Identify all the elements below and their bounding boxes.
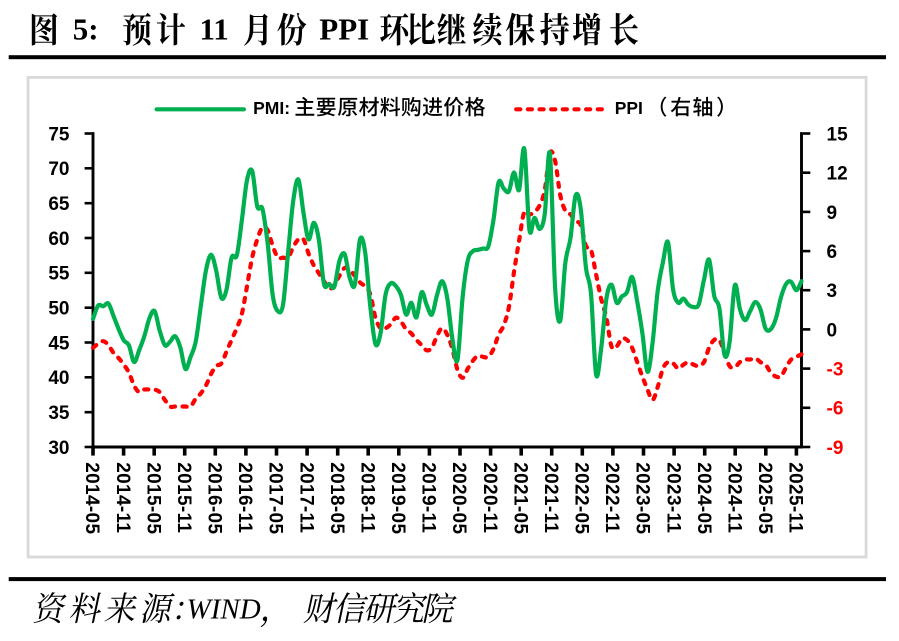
svg-text:2023-11: 2023-11: [662, 462, 683, 533]
svg-text:5:: 5:: [73, 12, 99, 47]
svg-text:2014-11: 2014-11: [112, 462, 133, 533]
svg-text:11: 11: [200, 12, 229, 47]
svg-text:2020-05: 2020-05: [448, 462, 469, 534]
svg-text:0: 0: [827, 320, 838, 341]
svg-text:2017-05: 2017-05: [265, 462, 286, 534]
svg-text:12: 12: [827, 164, 848, 185]
svg-text:15: 15: [827, 124, 849, 145]
svg-text:2022-05: 2022-05: [571, 462, 592, 534]
svg-text:2019-05: 2019-05: [387, 462, 408, 534]
svg-text:2022-11: 2022-11: [601, 462, 622, 533]
svg-text:2024-05: 2024-05: [693, 462, 714, 534]
svg-text:2019-11: 2019-11: [418, 462, 439, 533]
svg-text:2020-11: 2020-11: [479, 462, 500, 533]
svg-text:50: 50: [48, 299, 69, 320]
svg-text:WIND: WIND: [187, 594, 261, 626]
svg-text:-9: -9: [827, 438, 844, 459]
svg-text:2015-05: 2015-05: [142, 462, 163, 534]
svg-text:2023-05: 2023-05: [632, 462, 653, 534]
svg-text:2016-11: 2016-11: [234, 462, 255, 533]
svg-text:6: 6: [827, 242, 838, 263]
svg-text:9: 9: [827, 203, 838, 224]
svg-text:2018-11: 2018-11: [356, 462, 377, 533]
svg-text:2025-11: 2025-11: [785, 462, 806, 533]
svg-text:35: 35: [48, 403, 70, 424]
svg-text:PMI:: PMI:: [253, 98, 290, 118]
svg-text:45: 45: [48, 333, 70, 354]
svg-text:70: 70: [48, 159, 69, 180]
svg-text:PPI: PPI: [615, 98, 643, 118]
svg-text:2014-05: 2014-05: [81, 462, 102, 534]
svg-text:60: 60: [48, 229, 69, 250]
svg-text:30: 30: [48, 438, 69, 459]
svg-text:55: 55: [48, 264, 70, 285]
svg-text:2024-11: 2024-11: [723, 462, 744, 533]
svg-text:-3: -3: [827, 360, 844, 381]
svg-text:65: 65: [48, 194, 70, 215]
svg-text:40: 40: [48, 368, 69, 389]
svg-text:2015-11: 2015-11: [173, 462, 194, 533]
svg-text:PPI: PPI: [319, 12, 369, 47]
svg-text:2018-05: 2018-05: [326, 462, 347, 534]
svg-text:2021-05: 2021-05: [509, 462, 530, 534]
svg-text:2025-05: 2025-05: [754, 462, 775, 534]
svg-text:-6: -6: [827, 399, 844, 420]
svg-text:2017-11: 2017-11: [295, 462, 316, 533]
svg-text:3: 3: [827, 281, 838, 302]
svg-text:2021-11: 2021-11: [540, 462, 561, 533]
svg-text:75: 75: [48, 124, 70, 145]
svg-text:2016-05: 2016-05: [204, 462, 225, 534]
